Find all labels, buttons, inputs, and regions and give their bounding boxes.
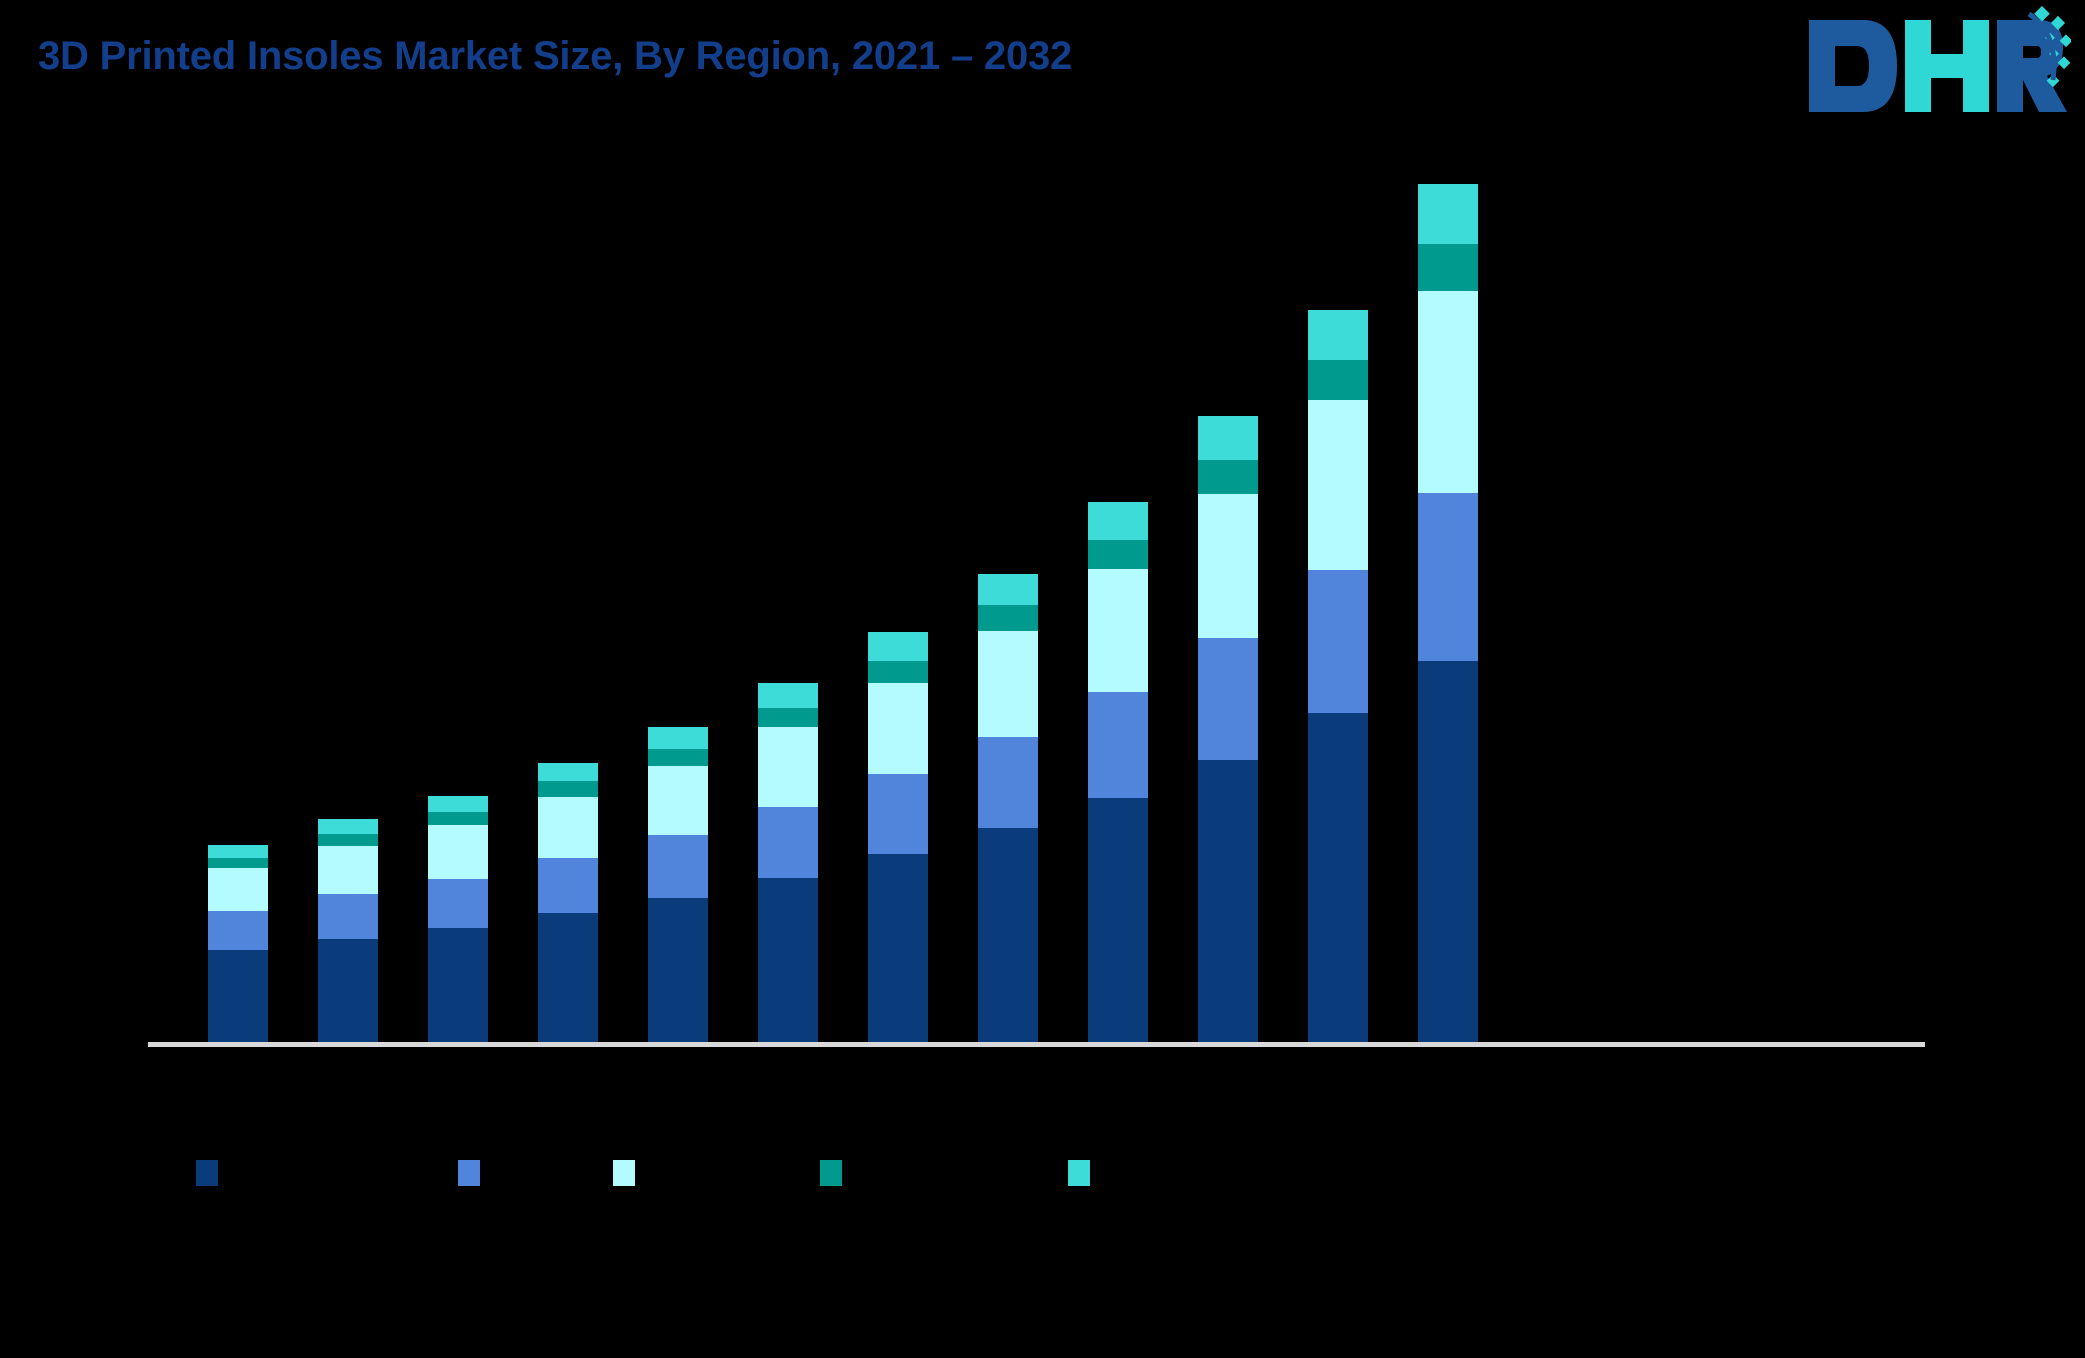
bar-2030: [1198, 416, 1258, 1042]
bar-segment: [318, 834, 378, 847]
bar-segment: [868, 632, 928, 661]
bar-segment: [1418, 290, 1478, 493]
bar-2021: [208, 844, 268, 1042]
legend-label: Europe: [490, 1162, 552, 1183]
bar-2023: [428, 795, 488, 1042]
page-title: 3D Printed Insoles Market Size, By Regio…: [38, 34, 1073, 78]
bar-segment: [1418, 660, 1478, 1042]
bar-segment: [978, 605, 1038, 632]
legend-item-1[interactable]: Europe: [458, 1160, 551, 1186]
bar-segment: [1088, 797, 1148, 1042]
bar-segment: [318, 938, 378, 1042]
bar-segment: [1418, 492, 1478, 661]
bar-segment: [868, 682, 928, 775]
bar-segment: [538, 762, 598, 782]
legend-swatch-icon: [196, 1160, 218, 1186]
logo-letter-h: [1905, 20, 1989, 112]
bar-2032: [1418, 184, 1478, 1042]
bar-segment: [758, 707, 818, 728]
chart-legend: North America Europe Asia Pacific Latin Ame…: [148, 1160, 1925, 1200]
bar-segment: [758, 807, 818, 878]
legend-item-3[interactable]: Latin America: [820, 1160, 967, 1186]
bar-2025: [648, 727, 708, 1042]
bar-segment: [1088, 539, 1148, 570]
dhr-logo: [1801, 5, 2073, 126]
bar-segment: [428, 795, 488, 812]
bar-segment: [868, 774, 928, 855]
legend-label: Middle East & Africa: [1100, 1162, 1271, 1183]
bar-segment: [648, 897, 708, 1042]
bar-segment: [538, 912, 598, 1042]
bar-segment: [648, 835, 708, 898]
bar-segment: [868, 854, 928, 1042]
legend-swatch-icon: [613, 1160, 635, 1186]
bar-segment: [1088, 502, 1148, 540]
bar-2031: [1308, 309, 1368, 1042]
bar-segment: [428, 928, 488, 1042]
bar-2026: [758, 682, 818, 1042]
logo-letter-d: [1809, 20, 1897, 112]
bar-segment: [538, 857, 598, 913]
bar-segment: [1308, 400, 1368, 571]
bar-segment: [1198, 493, 1258, 639]
bar-segment: [978, 736, 1038, 829]
bar-segment: [648, 766, 708, 836]
bar-segment: [208, 950, 268, 1042]
bar-2027: [868, 632, 928, 1042]
bar-2029: [1088, 502, 1148, 1042]
bar-segment: [538, 781, 598, 797]
legend-item-0[interactable]: North America: [196, 1160, 348, 1186]
bar-segment: [1308, 360, 1368, 401]
bar-segment: [208, 868, 268, 911]
bar-segment: [868, 660, 928, 683]
bar-2022: [318, 819, 378, 1042]
bar-segment: [318, 894, 378, 939]
legend-item-2[interactable]: Asia Pacific: [613, 1160, 743, 1186]
bar-segment: [428, 878, 488, 929]
bar-segment: [1308, 309, 1368, 361]
bar-group: [148, 150, 1925, 1042]
bar-segment: [1198, 760, 1258, 1042]
legend-swatch-icon: [820, 1160, 842, 1186]
bar-segment: [428, 824, 488, 879]
bar-segment: [208, 844, 268, 858]
bar-segment: [1308, 570, 1368, 714]
bar-segment: [208, 910, 268, 951]
bar-segment: [758, 682, 818, 708]
bar-segment: [1418, 243, 1478, 291]
bar-segment: [648, 727, 708, 749]
bar-segment: [1088, 569, 1148, 693]
bar-segment: [1418, 184, 1478, 244]
bar-segment: [318, 846, 378, 895]
bar-segment: [1088, 692, 1148, 798]
x-axis-baseline: [148, 1042, 1925, 1047]
bar-2028: [978, 573, 1038, 1042]
bar-segment: [978, 828, 1038, 1042]
bar-segment: [538, 796, 598, 858]
bar-segment: [1308, 713, 1368, 1042]
bar-segment: [978, 631, 1038, 737]
legend-label: North America: [228, 1162, 349, 1183]
bar-segment: [208, 857, 268, 869]
bar-segment: [1198, 459, 1258, 494]
logo-arc: [2027, 11, 2057, 81]
legend-label: Asia Pacific: [645, 1162, 744, 1183]
bar-2024: [538, 762, 598, 1042]
legend-label: Latin America: [852, 1162, 968, 1183]
bar-segment: [978, 573, 1038, 606]
bar-segment: [1198, 638, 1258, 761]
bar-segment: [318, 819, 378, 835]
legend-swatch-icon: [458, 1160, 480, 1186]
bar-segment: [648, 748, 708, 767]
bar-segment: [428, 811, 488, 825]
legend-swatch-icon: [1068, 1160, 1090, 1186]
legend-item-4[interactable]: Middle East & Africa: [1068, 1160, 1270, 1186]
bar-segment: [1198, 416, 1258, 460]
bar-segment: [758, 877, 818, 1042]
bar-segment: [758, 727, 818, 808]
